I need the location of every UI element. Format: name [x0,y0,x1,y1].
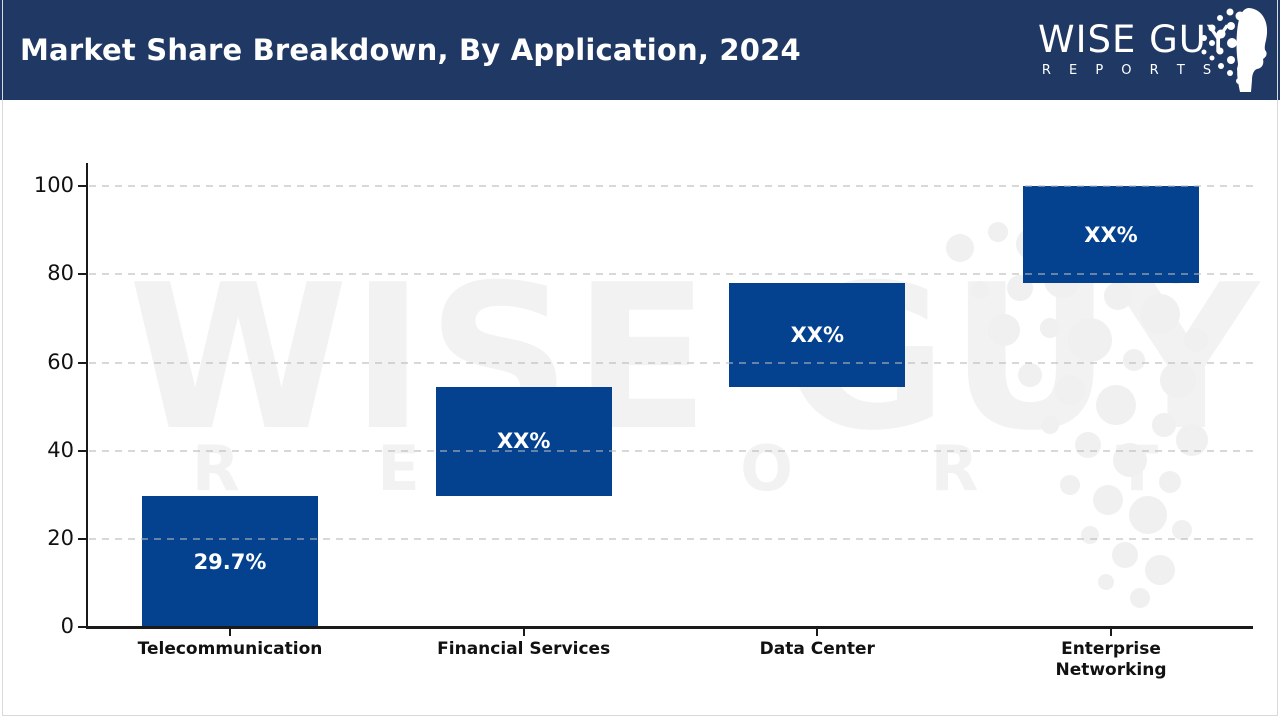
y-gridline [89,449,1253,452]
x-tick-mark [522,629,525,636]
y-tick-mark [78,185,87,188]
x-axis-line [86,626,1253,629]
bar-value-label: 29.7% [193,549,267,574]
y-tick-label: 100 [33,173,74,198]
logo-wordmark: WISE GUY [1038,18,1231,61]
x-tick-mark [816,629,819,636]
y-tick-mark [78,449,87,452]
x-axis-category-label: Enterprise Networking [1055,639,1167,680]
bar-segment: XX% [729,283,906,387]
y-tick-label: 0 [60,614,74,638]
chart-title: Market Share Breakdown, By Application, … [20,33,801,67]
bar-segment: XX% [435,386,612,497]
bar-segment: XX% [1023,186,1199,284]
x-axis-category-label: Data Center [759,639,875,659]
y-gridline [89,273,1253,276]
y-tick-label: 40 [47,437,74,462]
bar-value-label: XX% [496,429,551,454]
y-gridline [89,537,1253,540]
y-tick-mark [78,361,87,364]
y-gridline [89,185,1253,188]
y-axis-line [86,162,88,629]
logo-head-icon [1201,8,1268,92]
y-gridline [89,361,1253,364]
y-tick-label: 80 [47,261,74,286]
y-tick-mark [78,273,87,276]
header-bar: Market Share Breakdown, By Application, … [0,0,1280,100]
y-tick-mark [78,626,87,628]
bar-value-label: XX% [790,322,845,347]
logo: WISE GUY R E P O R T S [1038,18,1231,79]
y-tick-label: 20 [47,525,74,550]
y-tick-label: 60 [47,349,74,374]
x-axis-category-label: Telecommunication [137,639,323,659]
x-axis-category-label: Financial Services [437,639,611,659]
bar-segment: 29.7% [142,496,318,627]
bar-value-label: XX% [1084,222,1138,247]
logo-subtext: R E P O R T S [1041,63,1219,78]
x-tick-mark [1110,629,1112,636]
y-tick-mark [78,537,87,540]
x-tick-mark [229,629,231,636]
